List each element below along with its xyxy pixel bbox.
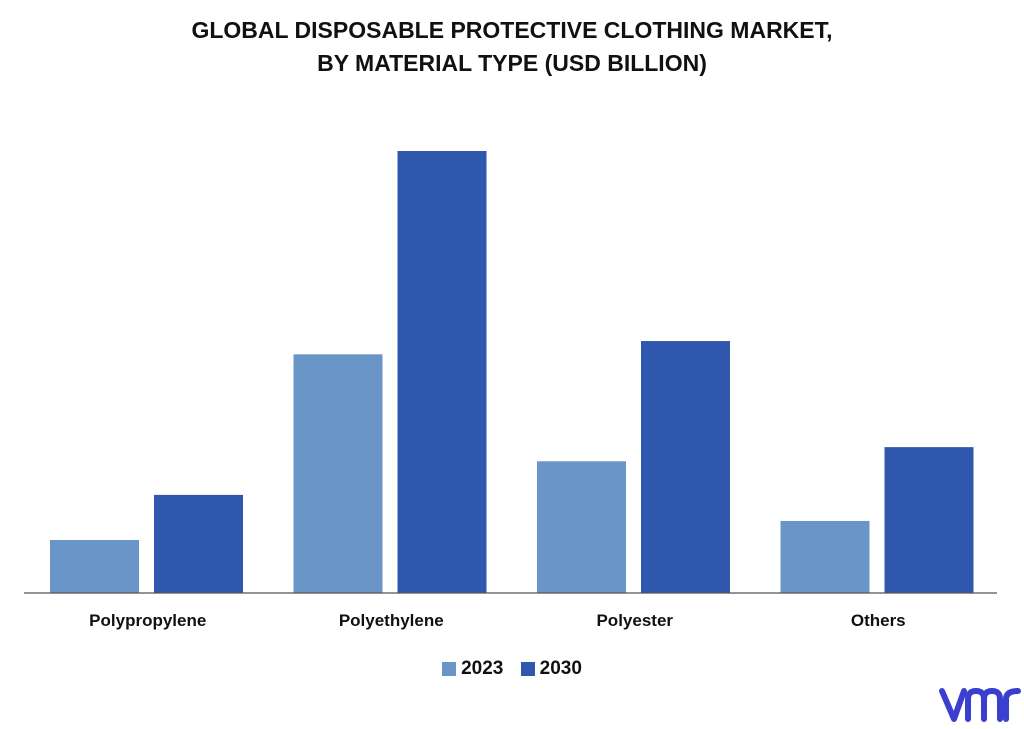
chart-title-line-2: BY MATERIAL TYPE (USD BILLION): [317, 50, 707, 76]
bar-polyethylene-2023: [293, 354, 383, 593]
chart-title-line-1: GLOBAL DISPOSABLE PROTECTIVE CLOTHING MA…: [191, 17, 833, 43]
x-tick-label-polypropylene: Polypropylene: [89, 611, 206, 630]
x-tick-label-polyester: Polyester: [596, 611, 673, 630]
bar-polypropylene-2023: [50, 539, 139, 593]
legend-item-2023: 2023: [442, 658, 503, 680]
legend-item-2030: 2030: [520, 658, 582, 680]
x-tick-label-polyethylene: Polyethylene: [339, 611, 444, 630]
legend-swatch-2023: [442, 662, 457, 676]
legend-label-2030: 2030: [539, 658, 582, 679]
vmr-logo: [939, 688, 1021, 722]
chart-title: GLOBAL DISPOSABLE PROTECTIVE CLOTHING MA…: [0, 14, 1024, 80]
bar-polypropylene-2030: [154, 494, 243, 593]
x-tick-label-others: Others: [851, 611, 906, 630]
bar-others-2023: [780, 520, 870, 593]
bar-polyester-2030: [641, 341, 730, 593]
bar-polyethylene-2030: [397, 151, 487, 593]
bar-others-2030: [884, 447, 974, 593]
x-tick-labels: Polypropylene Polyethylene Polyester Others: [89, 611, 905, 630]
bar-polyester-2023: [537, 461, 626, 593]
bars-group: [50, 151, 974, 593]
legend-swatch-2030: [520, 662, 535, 676]
legend-label-2023: 2023: [461, 658, 504, 679]
legend: 2023 2030: [0, 658, 1024, 682]
